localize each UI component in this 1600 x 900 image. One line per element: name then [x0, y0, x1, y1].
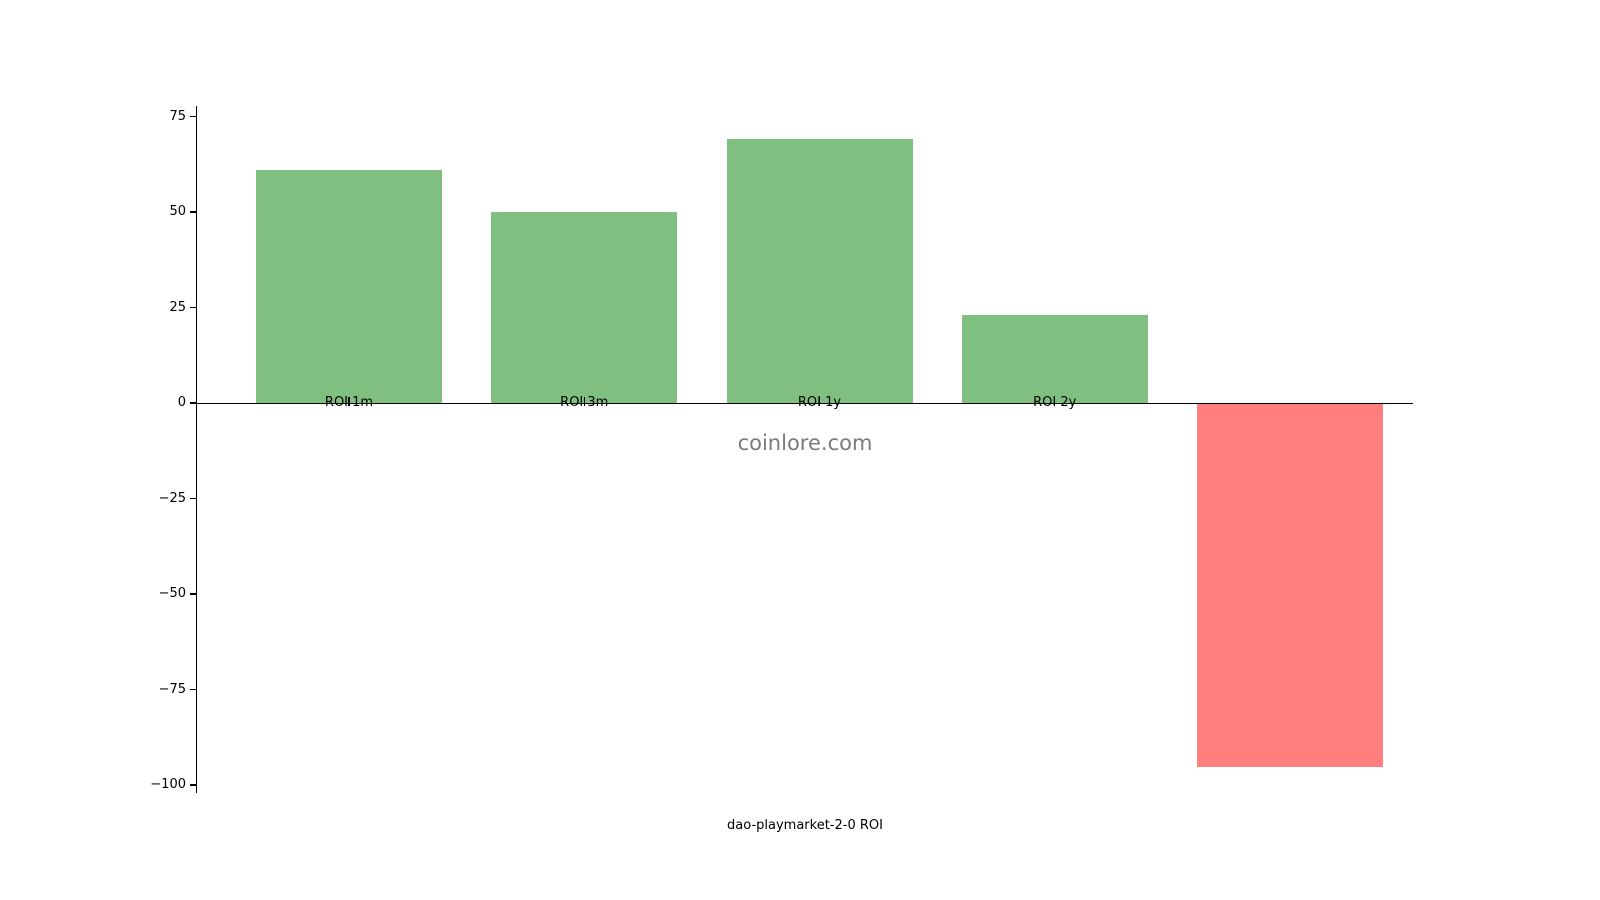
y-tick-mark [190, 402, 196, 404]
y-tick-label: −50 [158, 586, 186, 601]
bar-unlabeled [1197, 404, 1383, 768]
x-tick-mark [818, 397, 821, 406]
y-tick-mark [190, 784, 196, 786]
bar-roi-2y [961, 315, 1148, 403]
y-tick-label: 25 [169, 299, 186, 315]
x-tick-label: ROI 1m [324, 395, 374, 410]
x-axis-line [197, 402, 1413, 404]
y-tick-mark [190, 497, 196, 500]
y-tick-label: −25 [158, 490, 186, 506]
x-tick-label: ROI 1y [797, 395, 842, 410]
bar-roi-1m [256, 169, 442, 403]
y-tick-label: 75 [169, 108, 186, 124]
y-tick-mark [190, 306, 196, 309]
y-tick-mark [190, 211, 196, 213]
y-tick-label: 50 [169, 204, 186, 219]
y-tick-mark [190, 593, 196, 595]
chart-title: dao-playmarket-2-0 ROI [727, 818, 883, 833]
x-tick-label: ROI 3m [560, 395, 609, 410]
y-tick-label: −100 [150, 777, 186, 792]
watermark-text: coinlore.com [737, 431, 873, 455]
y-axis-line [196, 106, 198, 793]
x-tick-label: ROI 2y [1033, 395, 1077, 410]
y-tick-label: 0 [177, 395, 186, 410]
bar-roi-1y [726, 139, 913, 403]
y-tick-label: −75 [158, 681, 186, 697]
x-tick-mark [348, 397, 350, 406]
x-tick-mark [583, 397, 585, 406]
y-tick-mark [190, 688, 196, 691]
x-tick-mark [1054, 397, 1056, 406]
bar-roi-3m [491, 212, 678, 403]
y-tick-mark [190, 115, 196, 118]
